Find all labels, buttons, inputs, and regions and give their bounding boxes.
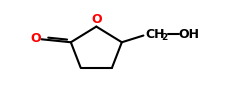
Text: O: O [30,32,41,45]
Text: 2: 2 [161,33,167,42]
Text: OH: OH [177,28,198,41]
Text: CH: CH [145,28,164,41]
Text: O: O [91,13,101,26]
